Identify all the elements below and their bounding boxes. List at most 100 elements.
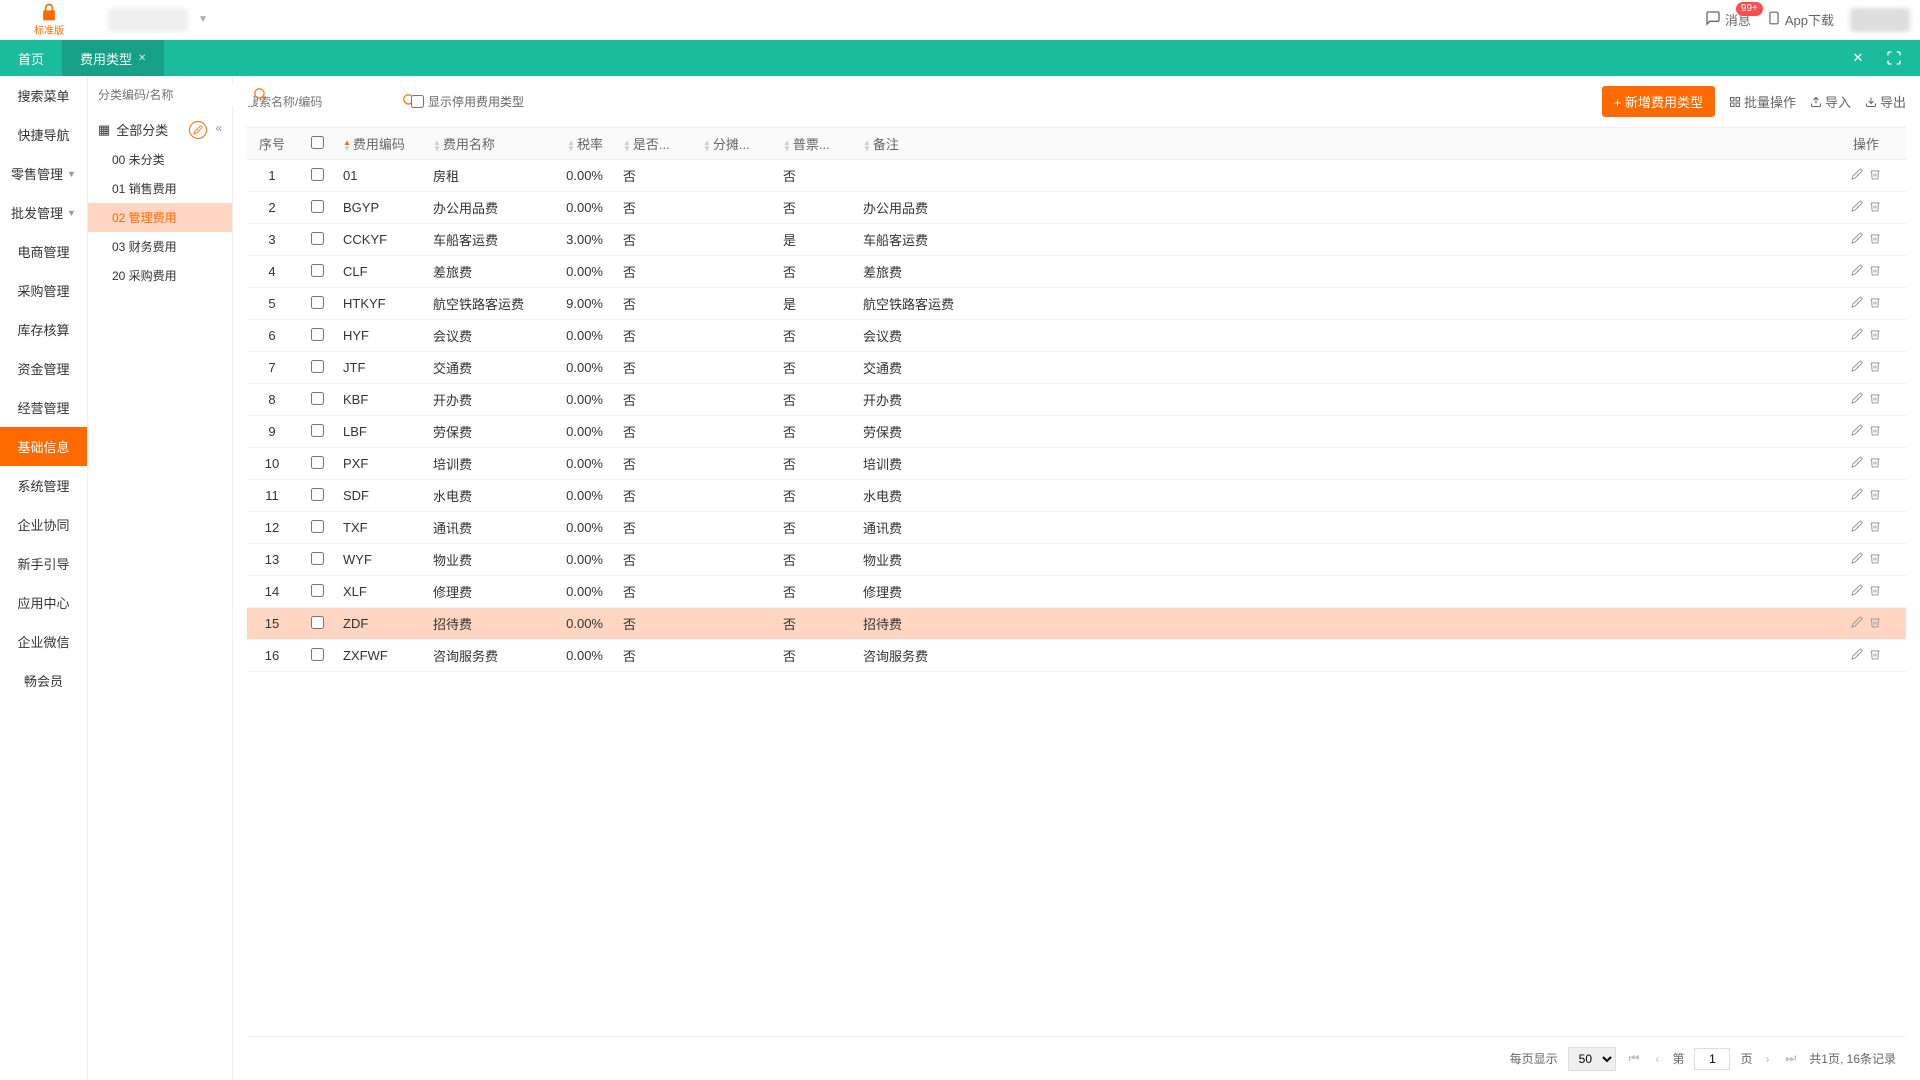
sidebar-item-搜索菜单[interactable]: 搜索菜单: [0, 76, 87, 115]
table-row[interactable]: 16ZXFWF咨询服务费0.00%否否咨询服务费: [247, 640, 1906, 672]
sidebar-item-批发管理[interactable]: 批发管理▼: [0, 193, 87, 232]
next-page-button[interactable]: ›: [1762, 1052, 1772, 1066]
category-item[interactable]: 02 管理费用: [88, 203, 232, 232]
delete-icon[interactable]: [1869, 520, 1881, 535]
close-all-tabs-button[interactable]: ✕: [1840, 40, 1876, 76]
sidebar-item-企业协同[interactable]: 企业协同: [0, 505, 87, 544]
row-checkbox[interactable]: [311, 360, 324, 373]
fullscreen-button[interactable]: [1876, 40, 1912, 76]
row-checkbox[interactable]: [311, 168, 324, 181]
column-header[interactable]: 操作: [1826, 128, 1906, 160]
edit-icon[interactable]: [1851, 392, 1863, 407]
delete-icon[interactable]: [1869, 232, 1881, 247]
delete-icon[interactable]: [1869, 648, 1881, 663]
row-checkbox[interactable]: [311, 296, 324, 309]
delete-icon[interactable]: [1869, 296, 1881, 311]
delete-icon[interactable]: [1869, 392, 1881, 407]
edit-icon[interactable]: [1851, 328, 1863, 343]
delete-icon[interactable]: [1869, 456, 1881, 471]
delete-icon[interactable]: [1869, 424, 1881, 439]
row-checkbox[interactable]: [311, 200, 324, 213]
column-header[interactable]: [297, 128, 337, 160]
messages-button[interactable]: 消息 99+: [1705, 10, 1751, 29]
column-header[interactable]: ▲▼费用名称: [427, 128, 547, 160]
edit-icon[interactable]: [1851, 488, 1863, 503]
main-search-input[interactable]: [247, 95, 402, 109]
category-item[interactable]: 00 未分类: [88, 145, 232, 174]
sidebar-item-企业微信[interactable]: 企业微信: [0, 622, 87, 661]
sidebar-item-应用中心[interactable]: 应用中心: [0, 583, 87, 622]
table-row[interactable]: 10PXF培训费0.00%否否培训费: [247, 448, 1906, 480]
sidebar-item-快捷导航[interactable]: 快捷导航: [0, 115, 87, 154]
row-checkbox[interactable]: [311, 488, 324, 501]
sidebar-item-库存核算[interactable]: 库存核算: [0, 310, 87, 349]
edit-category-icon[interactable]: [189, 121, 207, 139]
category-item[interactable]: 03 财务费用: [88, 232, 232, 261]
last-page-button[interactable]: ⏭: [1782, 1051, 1799, 1066]
sidebar-item-基础信息[interactable]: 基础信息: [0, 427, 87, 466]
export-button[interactable]: 导出: [1865, 92, 1906, 111]
edit-icon[interactable]: [1851, 264, 1863, 279]
tab-费用类型[interactable]: 费用类型✕: [62, 40, 164, 76]
delete-icon[interactable]: [1869, 168, 1881, 183]
row-checkbox[interactable]: [311, 584, 324, 597]
collapse-panel-icon[interactable]: «: [215, 121, 222, 139]
sidebar-item-资金管理[interactable]: 资金管理: [0, 349, 87, 388]
sidebar-item-零售管理[interactable]: 零售管理▼: [0, 154, 87, 193]
column-header[interactable]: ▲▼费用编码: [337, 128, 427, 160]
delete-icon[interactable]: [1869, 328, 1881, 343]
edit-icon[interactable]: [1851, 552, 1863, 567]
row-checkbox[interactable]: [311, 424, 324, 437]
edit-icon[interactable]: [1851, 232, 1863, 247]
table-row[interactable]: 101房租0.00%否否: [247, 160, 1906, 192]
table-row[interactable]: 8KBF开办费0.00%否否开办费: [247, 384, 1906, 416]
row-checkbox[interactable]: [311, 456, 324, 469]
edit-icon[interactable]: [1851, 360, 1863, 375]
chevron-down-icon[interactable]: ▼: [198, 14, 208, 25]
show-disabled-checkbox[interactable]: 显示停用费用类型: [411, 93, 524, 110]
table-row[interactable]: 13WYF物业费0.00%否否物业费: [247, 544, 1906, 576]
select-all-checkbox[interactable]: [311, 136, 324, 149]
table-row[interactable]: 5HTKYF航空铁路客运费9.00%否是航空铁路客运费: [247, 288, 1906, 320]
row-checkbox[interactable]: [311, 328, 324, 341]
app-download-button[interactable]: App下载: [1767, 10, 1834, 29]
edit-icon[interactable]: [1851, 616, 1863, 631]
delete-icon[interactable]: [1869, 552, 1881, 567]
sidebar-item-系统管理[interactable]: 系统管理: [0, 466, 87, 505]
edit-icon[interactable]: [1851, 168, 1863, 183]
tab-首页[interactable]: 首页: [0, 40, 62, 76]
edit-icon[interactable]: [1851, 584, 1863, 599]
column-header[interactable]: 序号: [247, 128, 297, 160]
row-checkbox[interactable]: [311, 616, 324, 629]
add-expense-type-button[interactable]: + 新增费用类型: [1602, 86, 1715, 117]
show-disabled-input[interactable]: [411, 95, 424, 108]
row-checkbox[interactable]: [311, 648, 324, 661]
first-page-button[interactable]: ⏮: [1626, 1051, 1643, 1066]
delete-icon[interactable]: [1869, 200, 1881, 215]
edit-icon[interactable]: [1851, 424, 1863, 439]
per-page-select[interactable]: 50: [1568, 1047, 1616, 1071]
table-row[interactable]: 15ZDF招待费0.00%否否招待费: [247, 608, 1906, 640]
table-row[interactable]: 11SDF水电费0.00%否否水电费: [247, 480, 1906, 512]
column-header[interactable]: ▲▼备注: [857, 128, 1826, 160]
table-row[interactable]: 7JTF交通费0.00%否否交通费: [247, 352, 1906, 384]
table-row[interactable]: 9LBF劳保费0.00%否否劳保费: [247, 416, 1906, 448]
search-icon[interactable]: [253, 87, 267, 104]
column-header[interactable]: ▲▼普票...: [777, 128, 857, 160]
row-checkbox[interactable]: [311, 520, 324, 533]
sidebar-item-畅会员[interactable]: 畅会员: [0, 661, 87, 700]
column-header[interactable]: ▲▼分摊...: [697, 128, 777, 160]
delete-icon[interactable]: [1869, 488, 1881, 503]
user-avatar-blur[interactable]: [1850, 8, 1910, 32]
category-search-input[interactable]: [98, 84, 253, 106]
import-button[interactable]: 导入: [1810, 92, 1851, 111]
sidebar-item-采购管理[interactable]: 采购管理: [0, 271, 87, 310]
edit-icon[interactable]: [1851, 520, 1863, 535]
delete-icon[interactable]: [1869, 360, 1881, 375]
table-row[interactable]: 6HYF会议费0.00%否否会议费: [247, 320, 1906, 352]
table-row[interactable]: 14XLF修理费0.00%否否修理费: [247, 576, 1906, 608]
category-all[interactable]: ▦ 全部分类 «: [88, 114, 232, 145]
column-header[interactable]: ▲▼税率: [547, 128, 617, 160]
row-checkbox[interactable]: [311, 264, 324, 277]
batch-ops-button[interactable]: 批量操作: [1729, 92, 1796, 111]
